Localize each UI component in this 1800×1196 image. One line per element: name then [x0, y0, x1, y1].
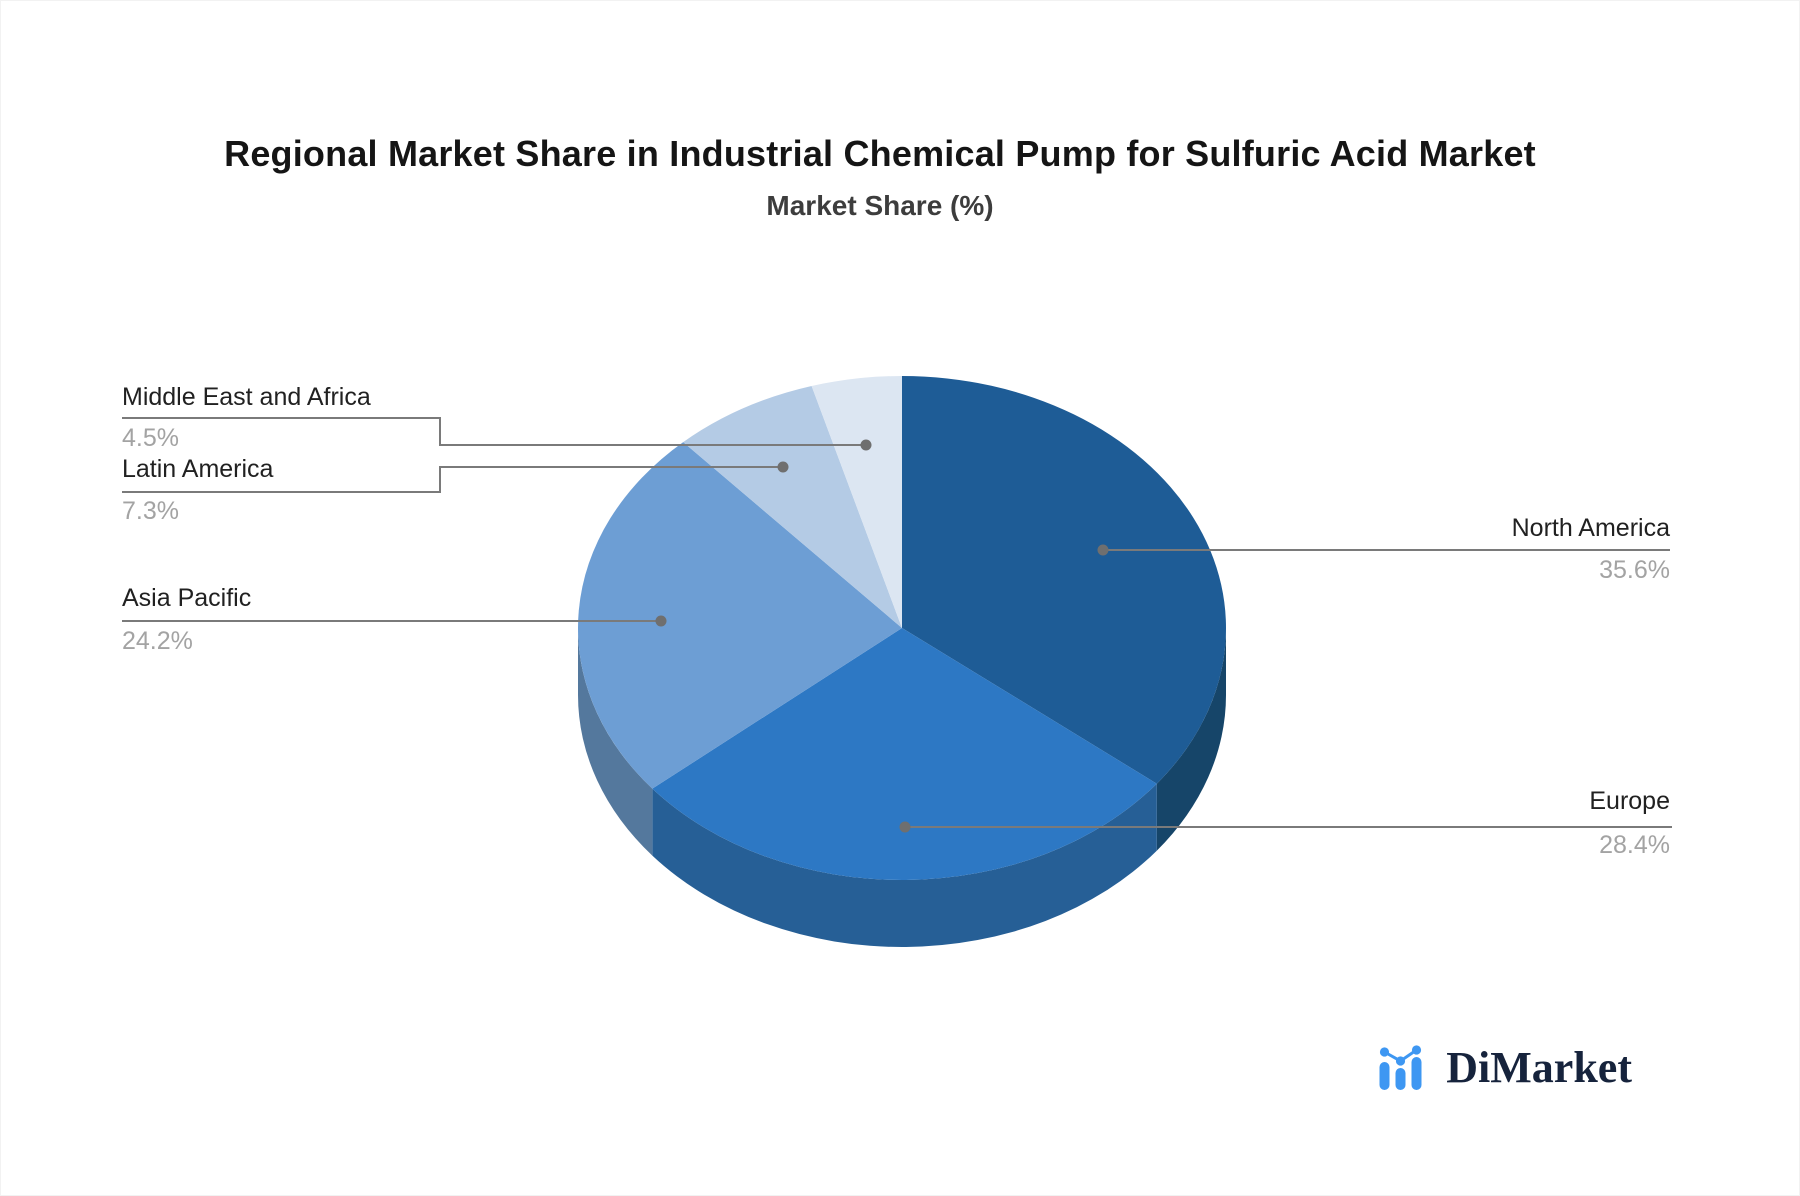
slice-value-latin-america: 7.3%	[122, 497, 179, 525]
connector-dot-north-america	[1097, 544, 1109, 556]
chart-title: Regional Market Share in Industrial Chem…	[224, 133, 1536, 174]
connector-line-middle-east-and-africa	[122, 417, 866, 446]
pie-slice-asia-pacific[interactable]	[577, 442, 902, 789]
dimarket-logo: DiMarket	[1377, 1042, 1632, 1092]
dimarket-logo-text: DiMarket	[1446, 1043, 1632, 1092]
slice-value-middle-east-and-africa: 4.5%	[122, 424, 179, 452]
slice-label-latin-america: Latin America	[122, 455, 274, 483]
pie-slice-side-north-america	[1156, 628, 1226, 851]
connector-line-latin-america	[122, 466, 783, 493]
slice-value-north-america: 35.6%	[1599, 556, 1670, 584]
slice-label-asia-pacific: Asia Pacific	[122, 584, 252, 612]
dimarket-logo-icon	[1379, 1045, 1422, 1090]
connector-dot-europe	[899, 821, 911, 833]
slice-value-asia-pacific: 24.2%	[122, 627, 193, 655]
pie-slice-middle-east-and-africa[interactable]	[811, 376, 902, 628]
slice-value-europe: 28.4%	[1599, 831, 1670, 859]
connector-dot-middle-east-and-africa	[860, 439, 872, 451]
pie-slice-latin-america[interactable]	[683, 386, 902, 628]
slice-label-north-america: North America	[1511, 514, 1670, 542]
connector-dot-latin-america	[777, 461, 789, 473]
pie-slice-side-asia-pacific	[578, 628, 653, 856]
pie-slice-europe[interactable]	[652, 628, 1157, 880]
pie-slice-side-europe	[652, 783, 1157, 948]
connector-dot-asia-pacific	[655, 615, 667, 627]
slice-label-europe: Europe	[1589, 787, 1670, 815]
chart-subtitle: Market Share (%)	[766, 190, 994, 221]
slice-label-middle-east-and-africa: Middle East and Africa	[122, 383, 371, 411]
pie-slice-north-america[interactable]	[902, 376, 1227, 784]
